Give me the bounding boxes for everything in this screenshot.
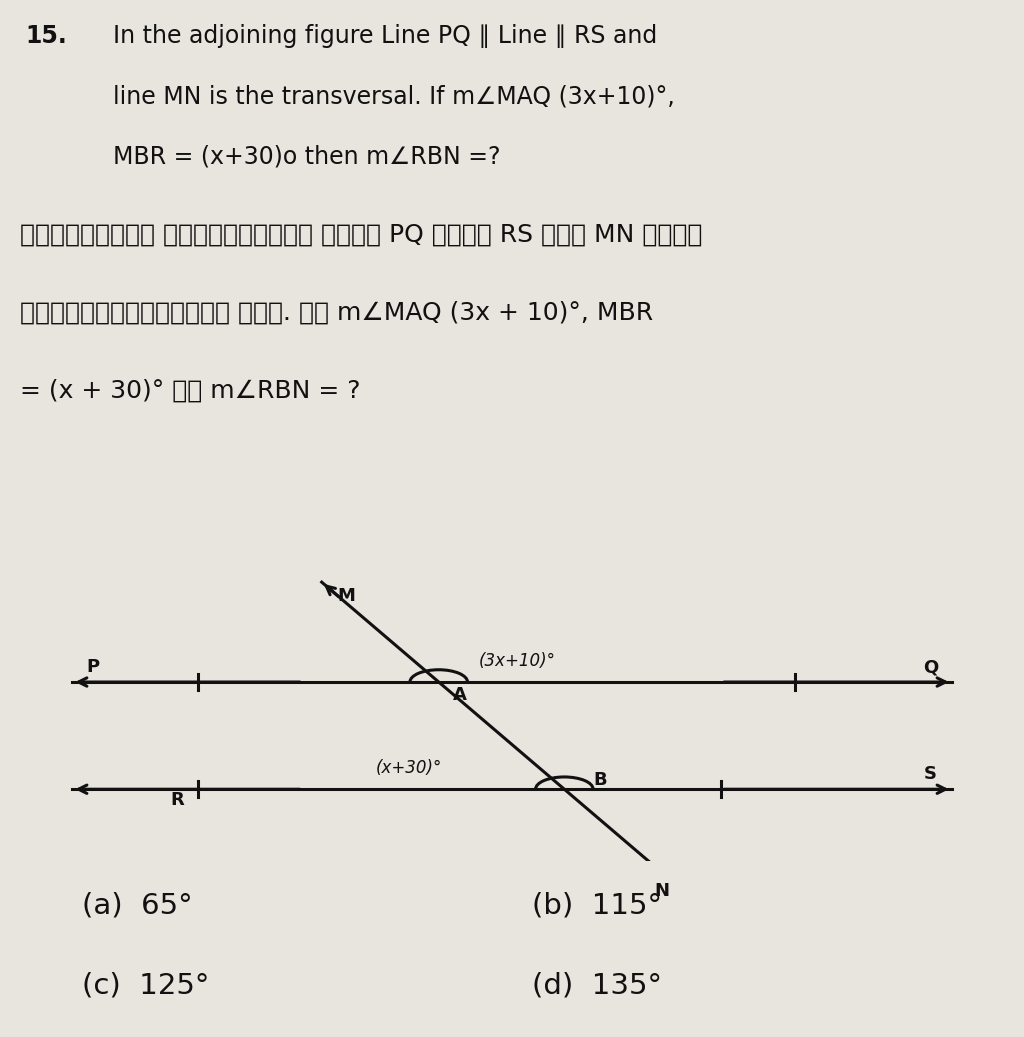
Text: M: M [337,587,355,605]
Text: line MN is the transversal. If m∠MAQ (3x+10)°,: line MN is the transversal. If m∠MAQ (3x… [113,84,675,108]
Text: A: A [453,685,467,704]
Text: = (x + 30)° तर m∠RBN = ?: = (x + 30)° तर m∠RBN = ? [20,379,361,403]
Text: N: N [654,881,670,900]
Text: In the adjoining figure Line PQ ∥ Line ∥ RS and: In the adjoining figure Line PQ ∥ Line ∥… [113,24,656,48]
Text: S: S [925,765,937,783]
Text: Q: Q [923,658,938,676]
Text: P: P [87,658,100,676]
Text: 15.: 15. [26,24,68,48]
Text: R: R [170,791,184,809]
Text: (a)  65°: (a) 65° [82,892,193,920]
Text: MBR = (x+30)o then m∠RBN =?: MBR = (x+30)o then m∠RBN =? [113,144,500,168]
Text: (3x+10)°: (3x+10)° [478,651,555,670]
Text: (d)  135°: (d) 135° [532,972,663,1000]
Text: (b)  115°: (b) 115° [532,892,663,920]
Text: शेजारच्या आकृतीमध्ये रेषा PQ रेषा RS आणि MN रेषा: शेजारच्या आकृतीमध्ये रेषा PQ रेषा RS आणि… [20,223,702,247]
Text: B: B [594,770,607,789]
Text: ट्रान्सव्हर्सल आहे. जर m∠MAQ (3x + 10)°, MBR: ट्रान्सव्हर्सल आहे. जर m∠MAQ (3x + 10)°,… [20,301,653,325]
Text: (c)  125°: (c) 125° [82,972,209,1000]
Text: (x+30)°: (x+30)° [376,759,442,777]
